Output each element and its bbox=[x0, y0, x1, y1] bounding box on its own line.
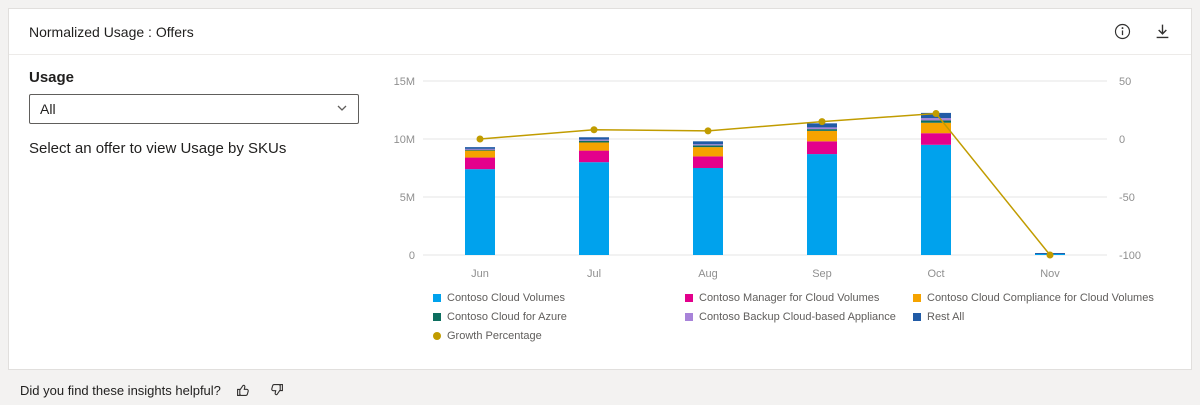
svg-text:10M: 10M bbox=[394, 134, 415, 146]
legend-item[interactable]: Contoso Manager for Cloud Volumes bbox=[685, 292, 913, 304]
legend-marker bbox=[433, 313, 441, 321]
thumbs-up-icon[interactable] bbox=[235, 381, 253, 399]
chart-legend: Contoso Cloud Volumes Contoso Manager for… bbox=[377, 292, 1177, 342]
legend-item[interactable]: Contoso Backup Cloud-based Appliance bbox=[685, 311, 913, 323]
legend-item[interactable]: Contoso Cloud for Azure bbox=[433, 311, 685, 323]
chevron-down-icon bbox=[336, 101, 348, 117]
legend-item[interactable]: Contoso Cloud Compliance for Cloud Volum… bbox=[913, 292, 1177, 304]
legend-label: Contoso Cloud for Azure bbox=[447, 311, 567, 323]
usage-label: Usage bbox=[29, 69, 75, 86]
card-header: Normalized Usage : Offers bbox=[9, 9, 1191, 55]
chart-area: 0 5M 10M 15M -100 -50 0 50 Jun Jul Aug Sep Oct Nov Co… bbox=[377, 67, 1177, 342]
legend-marker bbox=[433, 332, 441, 340]
svg-text:Jul: Jul bbox=[587, 268, 601, 280]
download-icon[interactable] bbox=[1153, 23, 1171, 41]
left-panel: Usage All Select an offer to view Usage … bbox=[29, 69, 369, 157]
legend-label: Rest All bbox=[927, 311, 965, 323]
feedback-bar: Did you find these insights helpful? bbox=[20, 381, 285, 399]
card-title: Normalized Usage : Offers bbox=[29, 23, 194, 40]
svg-text:5M: 5M bbox=[400, 192, 415, 204]
usage-dropdown[interactable]: All bbox=[29, 94, 359, 124]
legend-marker bbox=[913, 313, 921, 321]
legend-marker bbox=[433, 294, 441, 302]
svg-text:Jun: Jun bbox=[471, 268, 489, 280]
svg-text:Aug: Aug bbox=[698, 268, 718, 280]
svg-text:0: 0 bbox=[1119, 134, 1125, 146]
select-offer-hint: Select an offer to view Usage by SKUs bbox=[29, 140, 287, 157]
legend-marker bbox=[685, 294, 693, 302]
legend-item[interactable]: Growth Percentage bbox=[433, 330, 685, 342]
svg-text:Sep: Sep bbox=[812, 268, 832, 280]
svg-text:-100: -100 bbox=[1119, 250, 1141, 262]
legend-label: Contoso Manager for Cloud Volumes bbox=[699, 292, 880, 304]
svg-text:-50: -50 bbox=[1119, 192, 1135, 204]
legend-label: Growth Percentage bbox=[447, 330, 542, 342]
legend-marker bbox=[685, 313, 693, 321]
svg-text:Nov: Nov bbox=[1040, 268, 1060, 280]
legend-label: Contoso Backup Cloud-based Appliance bbox=[699, 311, 896, 323]
info-icon[interactable] bbox=[1113, 23, 1131, 41]
feedback-question: Did you find these insights helpful? bbox=[20, 382, 221, 398]
legend-item[interactable]: Contoso Cloud Volumes bbox=[433, 292, 685, 304]
legend-marker bbox=[913, 294, 921, 302]
legend-label: Contoso Cloud Volumes bbox=[447, 292, 566, 304]
usage-chart[interactable]: 0 5M 10M 15M -100 -50 0 50 Jun Jul Aug Sep Oct Nov bbox=[377, 67, 1167, 285]
svg-text:0: 0 bbox=[409, 250, 415, 262]
legend-label: Contoso Cloud Compliance for Cloud Volum… bbox=[927, 292, 1154, 304]
normalized-usage-card: Normalized Usage : Offers Usage All bbox=[8, 8, 1192, 370]
svg-text:50: 50 bbox=[1119, 76, 1131, 88]
svg-text:Oct: Oct bbox=[927, 268, 944, 280]
legend-item[interactable]: Rest All bbox=[913, 311, 1177, 323]
usage-dropdown-value: All bbox=[40, 101, 56, 117]
svg-text:15M: 15M bbox=[394, 76, 415, 88]
thumbs-down-icon[interactable] bbox=[267, 381, 285, 399]
